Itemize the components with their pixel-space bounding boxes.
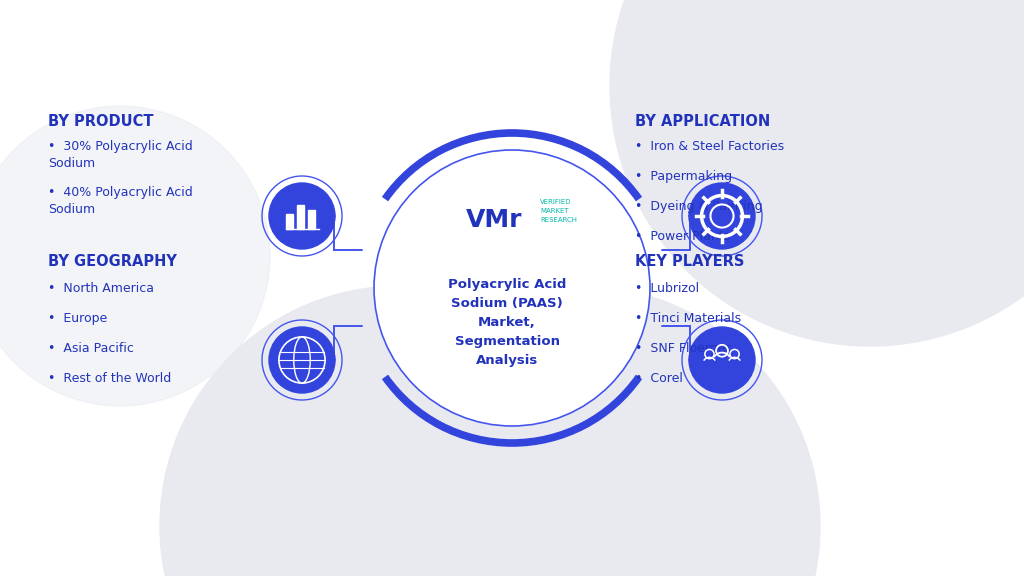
Text: •  30% Polyacrylic Acid
Sodium: • 30% Polyacrylic Acid Sodium	[48, 140, 193, 170]
Circle shape	[269, 183, 335, 249]
Text: •  North America: • North America	[48, 282, 154, 295]
Text: •  Papermaking: • Papermaking	[635, 170, 732, 183]
Circle shape	[340, 286, 820, 576]
Text: •  40% Polyacrylic Acid
Sodium: • 40% Polyacrylic Acid Sodium	[48, 186, 193, 216]
Circle shape	[269, 327, 335, 393]
Text: •  Power Plants: • Power Plants	[635, 230, 730, 243]
Text: •  SNF Floerger: • SNF Floerger	[635, 342, 731, 355]
Text: BY PRODUCT: BY PRODUCT	[48, 114, 154, 129]
Text: Polyacrylic Acid
Sodium (PAAS)
Market,
Segmentation
Analysis: Polyacrylic Acid Sodium (PAAS) Market, S…	[447, 278, 566, 367]
Bar	[297, 206, 304, 229]
Text: •  Iron & Steel Factories: • Iron & Steel Factories	[635, 140, 784, 153]
Text: •  Asia Pacific: • Asia Pacific	[48, 342, 134, 355]
Text: VERIFIED
MARKET
RESEARCH: VERIFIED MARKET RESEARCH	[540, 199, 577, 222]
Text: BY APPLICATION: BY APPLICATION	[635, 114, 770, 129]
Text: BY GEOGRAPHY: BY GEOGRAPHY	[48, 254, 177, 269]
Text: •  Lubrizol: • Lubrizol	[635, 282, 699, 295]
Text: •  Corel: • Corel	[635, 372, 683, 385]
Text: VMr: VMr	[466, 208, 522, 232]
Text: •  Europe: • Europe	[48, 312, 108, 325]
Text: •  Tinci Materials: • Tinci Materials	[635, 312, 741, 325]
Circle shape	[160, 286, 640, 576]
Text: •  Dyeing & Painting: • Dyeing & Painting	[635, 200, 763, 213]
Circle shape	[610, 0, 1024, 346]
Text: •  Rest of the World: • Rest of the World	[48, 372, 171, 385]
Bar	[286, 214, 293, 229]
Bar	[307, 210, 314, 229]
Circle shape	[374, 150, 650, 426]
Text: KEY PLAYERS: KEY PLAYERS	[635, 254, 744, 269]
Circle shape	[0, 106, 270, 406]
Circle shape	[689, 183, 755, 249]
Circle shape	[689, 327, 755, 393]
